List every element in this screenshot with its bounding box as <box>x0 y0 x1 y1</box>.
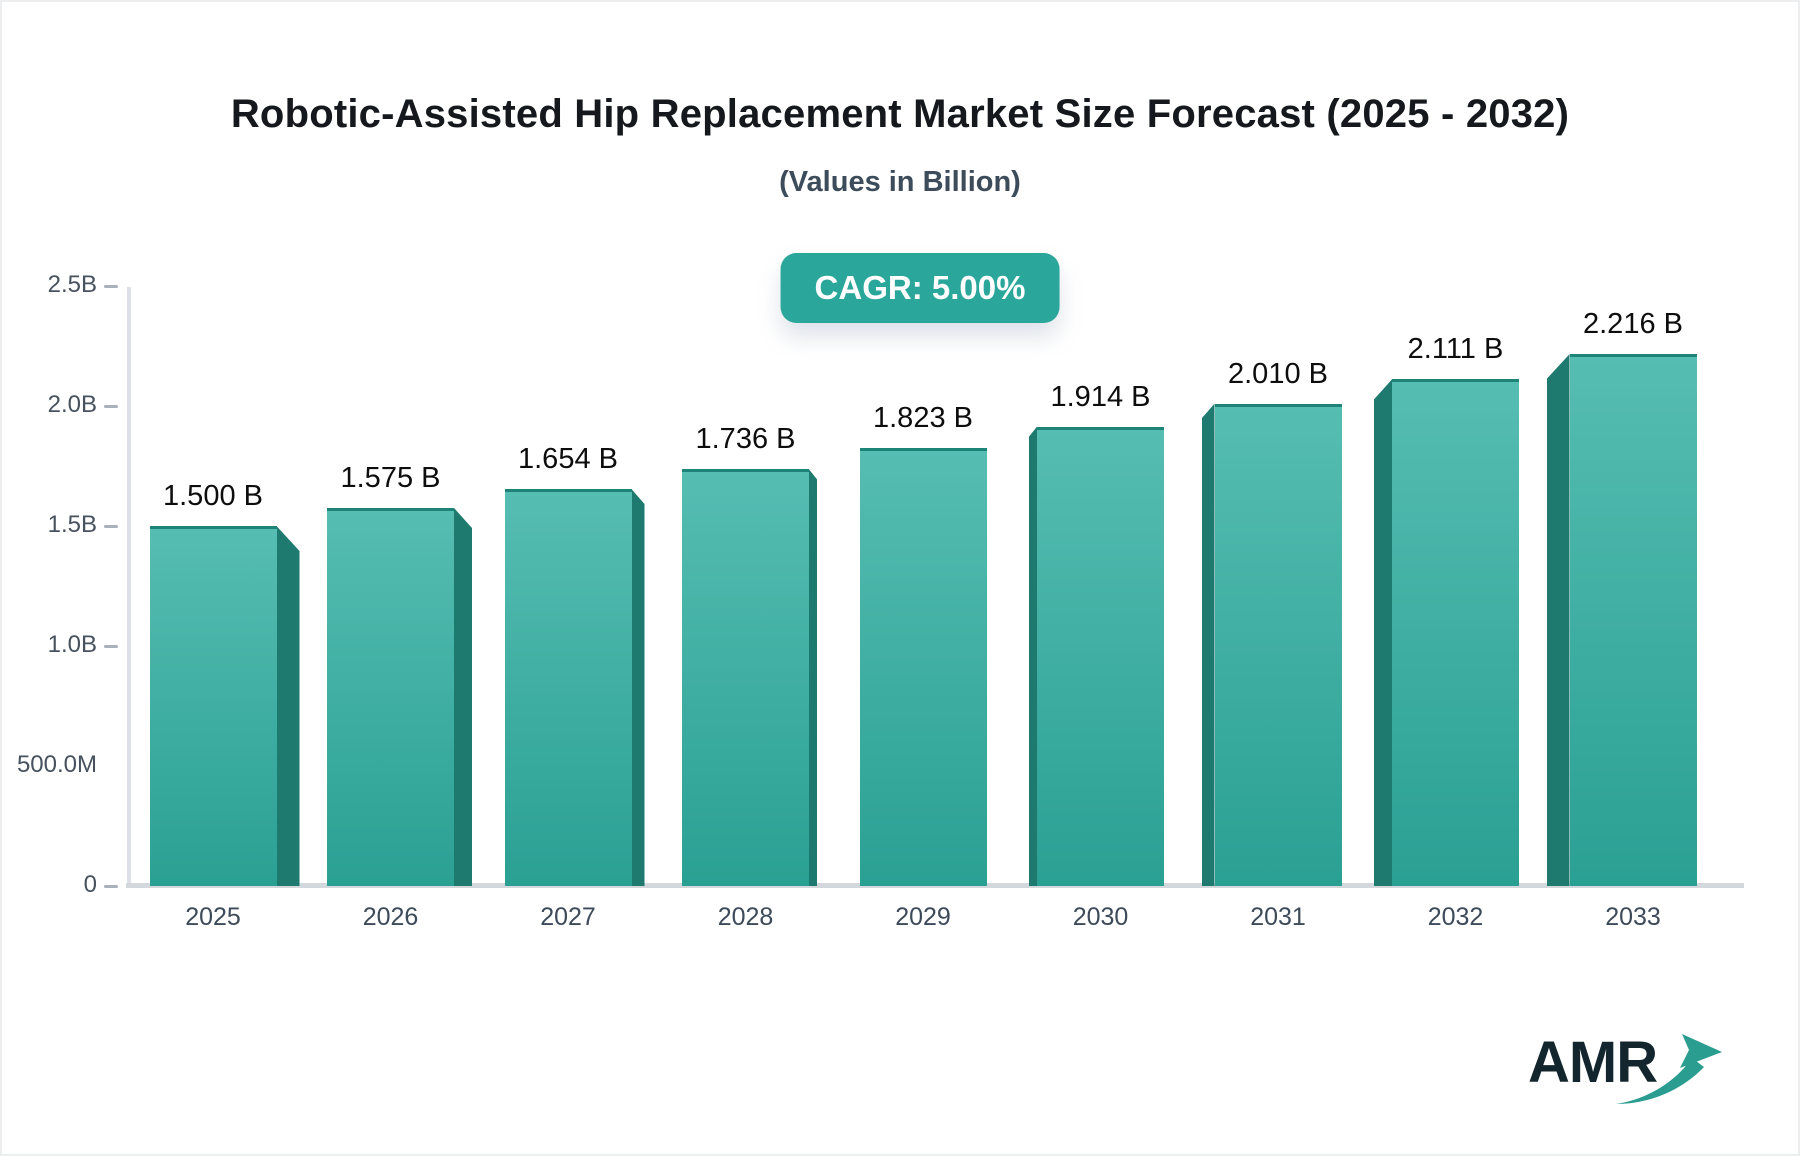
y-axis-label-2.0B: 2.0B <box>47 391 97 418</box>
x-axis-label-2030: 2030 <box>1072 903 1129 931</box>
y-axis-tick <box>104 645 118 648</box>
bar-2028-side <box>809 469 817 886</box>
bar-value-2028: 1.736 B <box>695 423 796 456</box>
cagr-badge: CAGR: 5.00% <box>780 253 1060 323</box>
x-axis-label-2025: 2025 <box>185 903 241 931</box>
bar-2027-side <box>631 489 645 886</box>
bar-2031-side <box>1201 403 1215 886</box>
bar-2030 <box>1037 426 1164 886</box>
bar-value-2032: 2.111 B <box>1407 333 1504 366</box>
bar-2025-side <box>276 526 300 886</box>
bar-2030-side <box>1029 426 1037 886</box>
bar-value-2029: 1.823 B <box>873 402 973 435</box>
bar-value-2033: 2.216 B <box>1583 308 1683 341</box>
growth-arrow-icon <box>1616 1034 1722 1104</box>
y-axis-label-2.5B: 2.5B <box>47 271 97 298</box>
y-axis-label-1.0B: 1.0B <box>47 631 97 658</box>
bar-value-2026: 1.575 B <box>340 462 441 494</box>
chart-title: Robotic-Assisted Hip Replacement Market … <box>230 92 1570 136</box>
y-axis-tick <box>104 285 118 288</box>
chart-subtitle: (Values in Billion) <box>779 166 1021 198</box>
x-axis-label-2026: 2026 <box>362 903 419 931</box>
bar-2033 <box>1569 354 1697 886</box>
bar-2027 <box>504 489 632 886</box>
amr-logo-text: AMR <box>1528 1030 1658 1095</box>
bar-value-2025: 1.500 B <box>163 480 263 512</box>
bar-2026-side <box>454 508 472 886</box>
bar-2032-side <box>1374 379 1392 886</box>
x-axis-label-2031: 2031 <box>1250 903 1306 931</box>
bar-value-2027: 1.654 B <box>518 443 618 476</box>
amr-logo: AMR <box>1528 1034 1722 1114</box>
x-axis-label-2028: 2028 <box>717 903 774 931</box>
y-axis-tick <box>104 525 118 528</box>
bar-2031 <box>1214 403 1342 886</box>
bar-2029 <box>859 448 987 886</box>
bar-value-2031: 2.010 B <box>1228 357 1328 390</box>
bar-2025 <box>149 526 277 886</box>
x-axis-label-2033: 2033 <box>1605 903 1661 931</box>
y-axis-line <box>127 287 131 886</box>
y-axis-tick <box>104 885 118 888</box>
y-axis-label-500.0M: 500.0M <box>16 751 97 778</box>
bar-2026 <box>327 508 454 886</box>
x-axis-label-2032: 2032 <box>1427 903 1484 931</box>
bar-2033-side <box>1546 354 1570 886</box>
bar-value-2030: 1.914 B <box>1050 380 1151 413</box>
bar-2032 <box>1392 379 1519 886</box>
bar-2028 <box>682 469 809 886</box>
y-axis-label-0: 0 <box>83 871 97 898</box>
x-axis-label-2029: 2029 <box>895 903 951 931</box>
y-axis-tick <box>104 405 118 408</box>
x-axis-label-2027: 2027 <box>540 903 596 931</box>
y-axis-label-1.5B: 1.5B <box>47 511 97 538</box>
